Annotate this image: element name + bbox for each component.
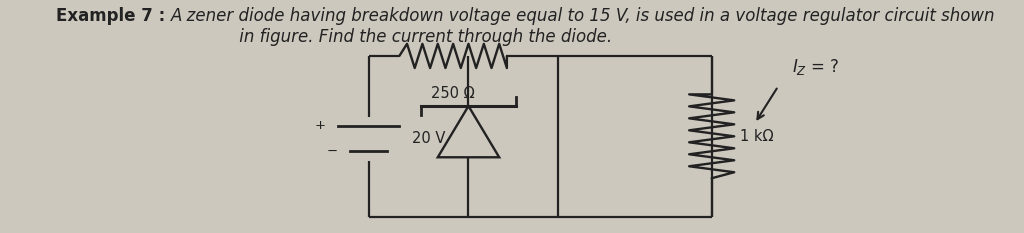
Text: Example 7 :: Example 7 : [56, 7, 166, 25]
Text: +: + [314, 119, 326, 132]
Text: 1 kΩ: 1 kΩ [740, 129, 774, 144]
Text: A zener diode having breakdown voltage equal to 15 V, is used in a voltage regul: A zener diode having breakdown voltage e… [171, 7, 995, 46]
Text: 250 Ω: 250 Ω [431, 86, 475, 101]
Text: $\mathit{I_Z}$ = ?: $\mathit{I_Z}$ = ? [792, 57, 839, 77]
Text: 20 V: 20 V [412, 131, 445, 146]
Text: −: − [327, 145, 338, 158]
